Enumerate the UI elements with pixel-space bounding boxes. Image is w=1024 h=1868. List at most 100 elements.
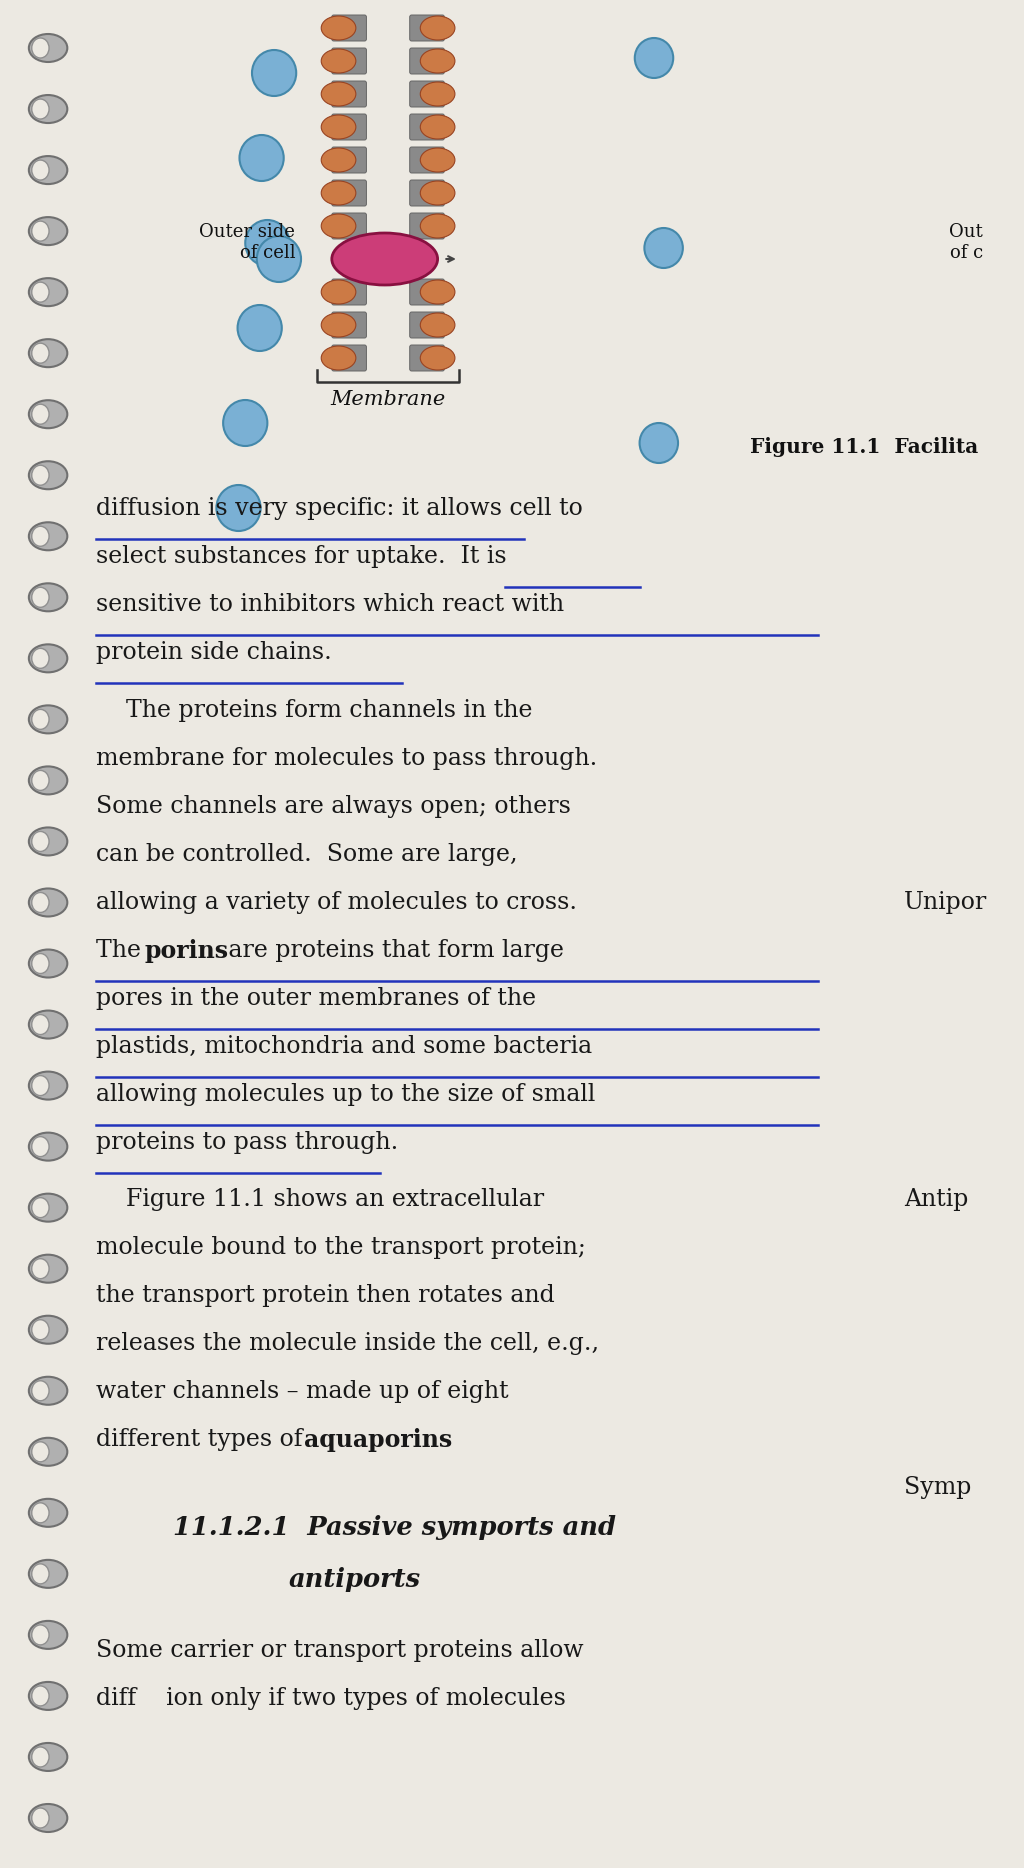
Text: .: . [423, 1429, 431, 1451]
Text: Out
of c: Out of c [949, 222, 983, 262]
Text: select substances for uptake.  It is: select substances for uptake. It is [96, 545, 507, 568]
Ellipse shape [322, 314, 356, 336]
Ellipse shape [420, 215, 455, 237]
Text: porins: porins [144, 938, 228, 962]
Ellipse shape [32, 344, 49, 362]
FancyBboxPatch shape [410, 346, 444, 372]
Ellipse shape [32, 710, 49, 729]
FancyBboxPatch shape [410, 179, 444, 205]
Ellipse shape [32, 465, 49, 486]
Ellipse shape [32, 1076, 49, 1097]
Ellipse shape [29, 217, 68, 245]
Ellipse shape [29, 278, 68, 306]
Ellipse shape [32, 220, 49, 241]
Ellipse shape [29, 1621, 68, 1649]
FancyBboxPatch shape [332, 148, 367, 174]
Text: can be controlled.  Some are large,: can be controlled. Some are large, [96, 842, 518, 865]
Text: Antip: Antip [904, 1188, 969, 1210]
Ellipse shape [29, 461, 68, 489]
Text: are proteins that form large: are proteins that form large [221, 938, 564, 962]
Ellipse shape [29, 706, 68, 734]
Ellipse shape [322, 49, 356, 73]
FancyBboxPatch shape [332, 80, 367, 106]
Text: the transport protein then rotates and: the transport protein then rotates and [96, 1283, 555, 1308]
Ellipse shape [29, 34, 68, 62]
Ellipse shape [322, 181, 356, 205]
Ellipse shape [29, 766, 68, 794]
Ellipse shape [32, 1504, 49, 1522]
FancyBboxPatch shape [332, 179, 367, 205]
Ellipse shape [29, 340, 68, 368]
Ellipse shape [29, 1804, 68, 1833]
Text: water channels – made up of eight: water channels – made up of eight [96, 1380, 509, 1403]
Ellipse shape [322, 215, 356, 237]
Ellipse shape [32, 37, 49, 58]
FancyBboxPatch shape [332, 312, 367, 338]
FancyBboxPatch shape [410, 278, 444, 304]
Ellipse shape [252, 50, 296, 95]
Text: Figure 11.1  Facilita: Figure 11.1 Facilita [751, 437, 978, 458]
Ellipse shape [32, 1197, 49, 1218]
Text: different types of: different types of [96, 1429, 310, 1451]
Ellipse shape [32, 953, 49, 973]
Ellipse shape [322, 346, 356, 370]
Ellipse shape [29, 1011, 68, 1039]
Ellipse shape [32, 587, 49, 607]
Ellipse shape [29, 949, 68, 977]
Ellipse shape [322, 82, 356, 106]
Ellipse shape [420, 148, 455, 172]
Ellipse shape [29, 95, 68, 123]
Text: The proteins form channels in the: The proteins form channels in the [96, 699, 532, 721]
Ellipse shape [420, 116, 455, 138]
Ellipse shape [32, 282, 49, 303]
FancyBboxPatch shape [410, 148, 444, 174]
Ellipse shape [32, 99, 49, 120]
Ellipse shape [32, 1136, 49, 1156]
Ellipse shape [420, 346, 455, 370]
Text: aquaporins: aquaporins [304, 1429, 453, 1451]
Ellipse shape [32, 1747, 49, 1767]
Ellipse shape [29, 1438, 68, 1466]
Text: Some carrier or transport proteins allow: Some carrier or transport proteins allow [96, 1640, 584, 1663]
Text: 11.1.2.1  Passive symports and: 11.1.2.1 Passive symports and [173, 1515, 616, 1539]
Ellipse shape [322, 280, 356, 304]
Ellipse shape [32, 648, 49, 669]
Ellipse shape [29, 1681, 68, 1709]
FancyBboxPatch shape [332, 15, 367, 41]
Text: Membrane: Membrane [331, 390, 445, 409]
Text: molecule bound to the transport protein;: molecule bound to the transport protein; [96, 1237, 586, 1259]
Text: plastids, mitochondria and some bacteria: plastids, mitochondria and some bacteria [96, 1035, 592, 1057]
Ellipse shape [29, 1315, 68, 1343]
Text: allowing molecules up to the size of small: allowing molecules up to the size of sma… [96, 1083, 596, 1106]
Text: releases the molecule inside the cell, e.g.,: releases the molecule inside the cell, e… [96, 1332, 599, 1354]
Ellipse shape [32, 831, 49, 852]
Text: allowing a variety of molecules to cross.: allowing a variety of molecules to cross… [96, 891, 578, 913]
FancyBboxPatch shape [410, 15, 444, 41]
Ellipse shape [32, 1319, 49, 1339]
Ellipse shape [32, 1442, 49, 1463]
Text: Figure 11.1 shows an extracellular: Figure 11.1 shows an extracellular [96, 1188, 545, 1210]
Ellipse shape [32, 1808, 49, 1829]
Text: Outer side
of cell: Outer side of cell [200, 222, 295, 262]
Ellipse shape [32, 1564, 49, 1584]
Ellipse shape [32, 1380, 49, 1401]
Ellipse shape [420, 314, 455, 336]
Text: protein side chains.: protein side chains. [96, 641, 332, 663]
Ellipse shape [29, 1377, 68, 1405]
Text: The: The [96, 938, 148, 962]
Ellipse shape [420, 49, 455, 73]
FancyBboxPatch shape [332, 278, 367, 304]
FancyBboxPatch shape [410, 312, 444, 338]
Ellipse shape [216, 486, 261, 531]
FancyBboxPatch shape [332, 49, 367, 75]
Ellipse shape [238, 304, 282, 351]
Text: antiports: antiports [289, 1567, 421, 1592]
Ellipse shape [32, 403, 49, 424]
Ellipse shape [29, 157, 68, 185]
Ellipse shape [420, 82, 455, 106]
Ellipse shape [32, 1625, 49, 1646]
Text: diffusion is very specific: it allows cell to: diffusion is very specific: it allows ce… [96, 497, 583, 519]
Ellipse shape [29, 400, 68, 428]
Ellipse shape [644, 228, 683, 267]
Ellipse shape [32, 1014, 49, 1035]
